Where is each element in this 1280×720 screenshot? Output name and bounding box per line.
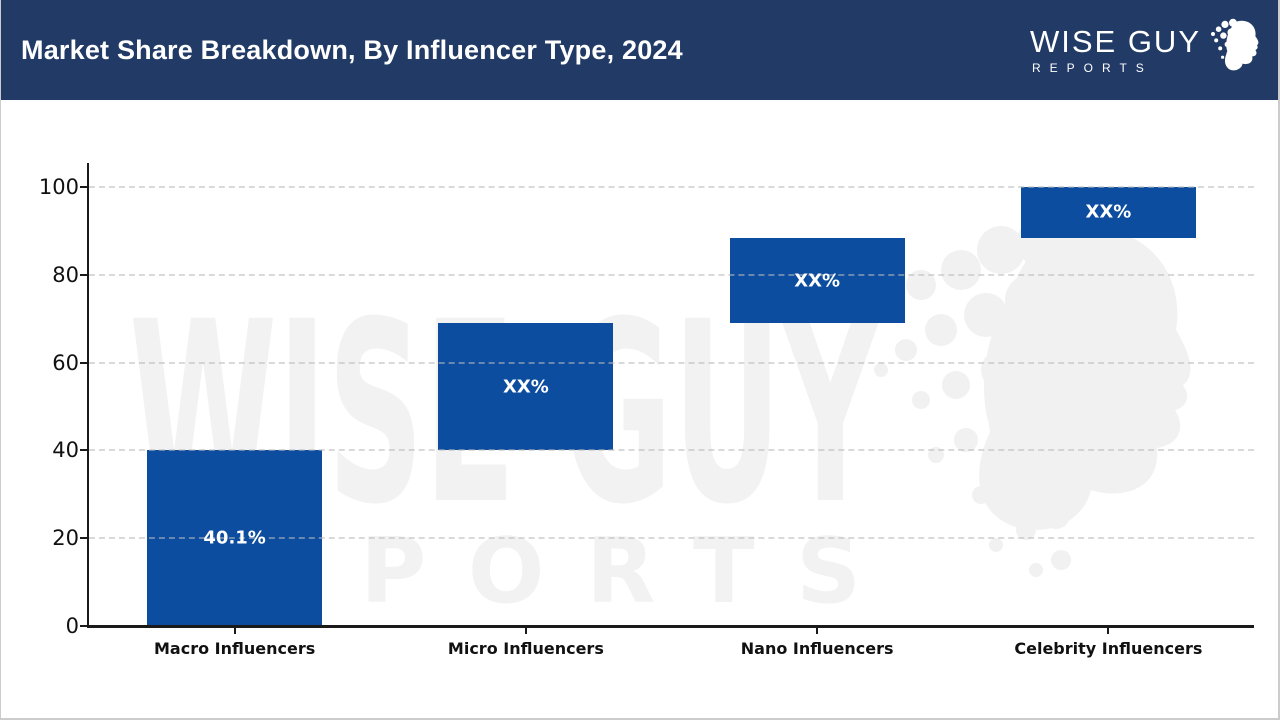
bar-segment	[438, 323, 614, 450]
x-tick	[1107, 627, 1110, 634]
gridline-100	[89, 186, 1254, 188]
y-tick-40	[80, 449, 88, 452]
header-banner: Market Share Breakdown, By Influencer Ty…	[1, 0, 1278, 100]
y-tick-label-100: 100	[38, 175, 79, 199]
x-category-label: Celebrity Influencers	[1014, 639, 1203, 658]
gridline-20	[89, 537, 1254, 540]
x-axis	[87, 625, 1254, 628]
gridline-80	[89, 273, 1254, 276]
y-tick-label-20: 20	[52, 526, 79, 551]
y-tick-60	[80, 361, 88, 364]
bar-segment	[1020, 187, 1196, 238]
x-category-label: Nano Influencers	[740, 639, 894, 658]
brand-name: WISE GUY	[1029, 23, 1201, 59]
x-category-label: Macro Influencers	[154, 639, 316, 658]
gridline-60	[89, 361, 1254, 364]
bar-value-label: XX%	[794, 270, 841, 291]
x-tick	[816, 627, 819, 634]
bar-segment	[729, 237, 905, 324]
bar-value-label: XX%	[1085, 201, 1132, 223]
y-axis	[87, 163, 89, 628]
x-category-label: Micro Influencers	[447, 639, 604, 658]
brand-logo-text: WISE GUY REPORTS	[1030, 26, 1201, 75]
y-tick-20	[80, 537, 88, 540]
bar-value-label: 40.1%	[203, 527, 266, 549]
head-watermark	[874, 216, 1191, 577]
y-tick-0	[80, 625, 88, 627]
y-tick-label-80: 80	[52, 262, 79, 287]
gridline-40	[89, 449, 1254, 452]
brand-head-icon	[1211, 18, 1259, 71]
y-tick-80	[80, 273, 88, 276]
y-tick-label-40: 40	[52, 438, 79, 463]
y-tick-100	[80, 186, 88, 188]
brand-subname: REPORTS	[1031, 60, 1153, 75]
bar-value-label: XX%	[502, 376, 549, 398]
brand-logo: WISE GUY REPORTS	[1030, 13, 1265, 87]
x-tick	[233, 627, 236, 634]
x-tick	[524, 627, 527, 634]
y-tick-label-60: 60	[52, 350, 79, 375]
page-title: Market Share Breakdown, By Influencer Ty…	[21, 34, 683, 65]
y-tick-label-0: 0	[65, 614, 79, 638]
